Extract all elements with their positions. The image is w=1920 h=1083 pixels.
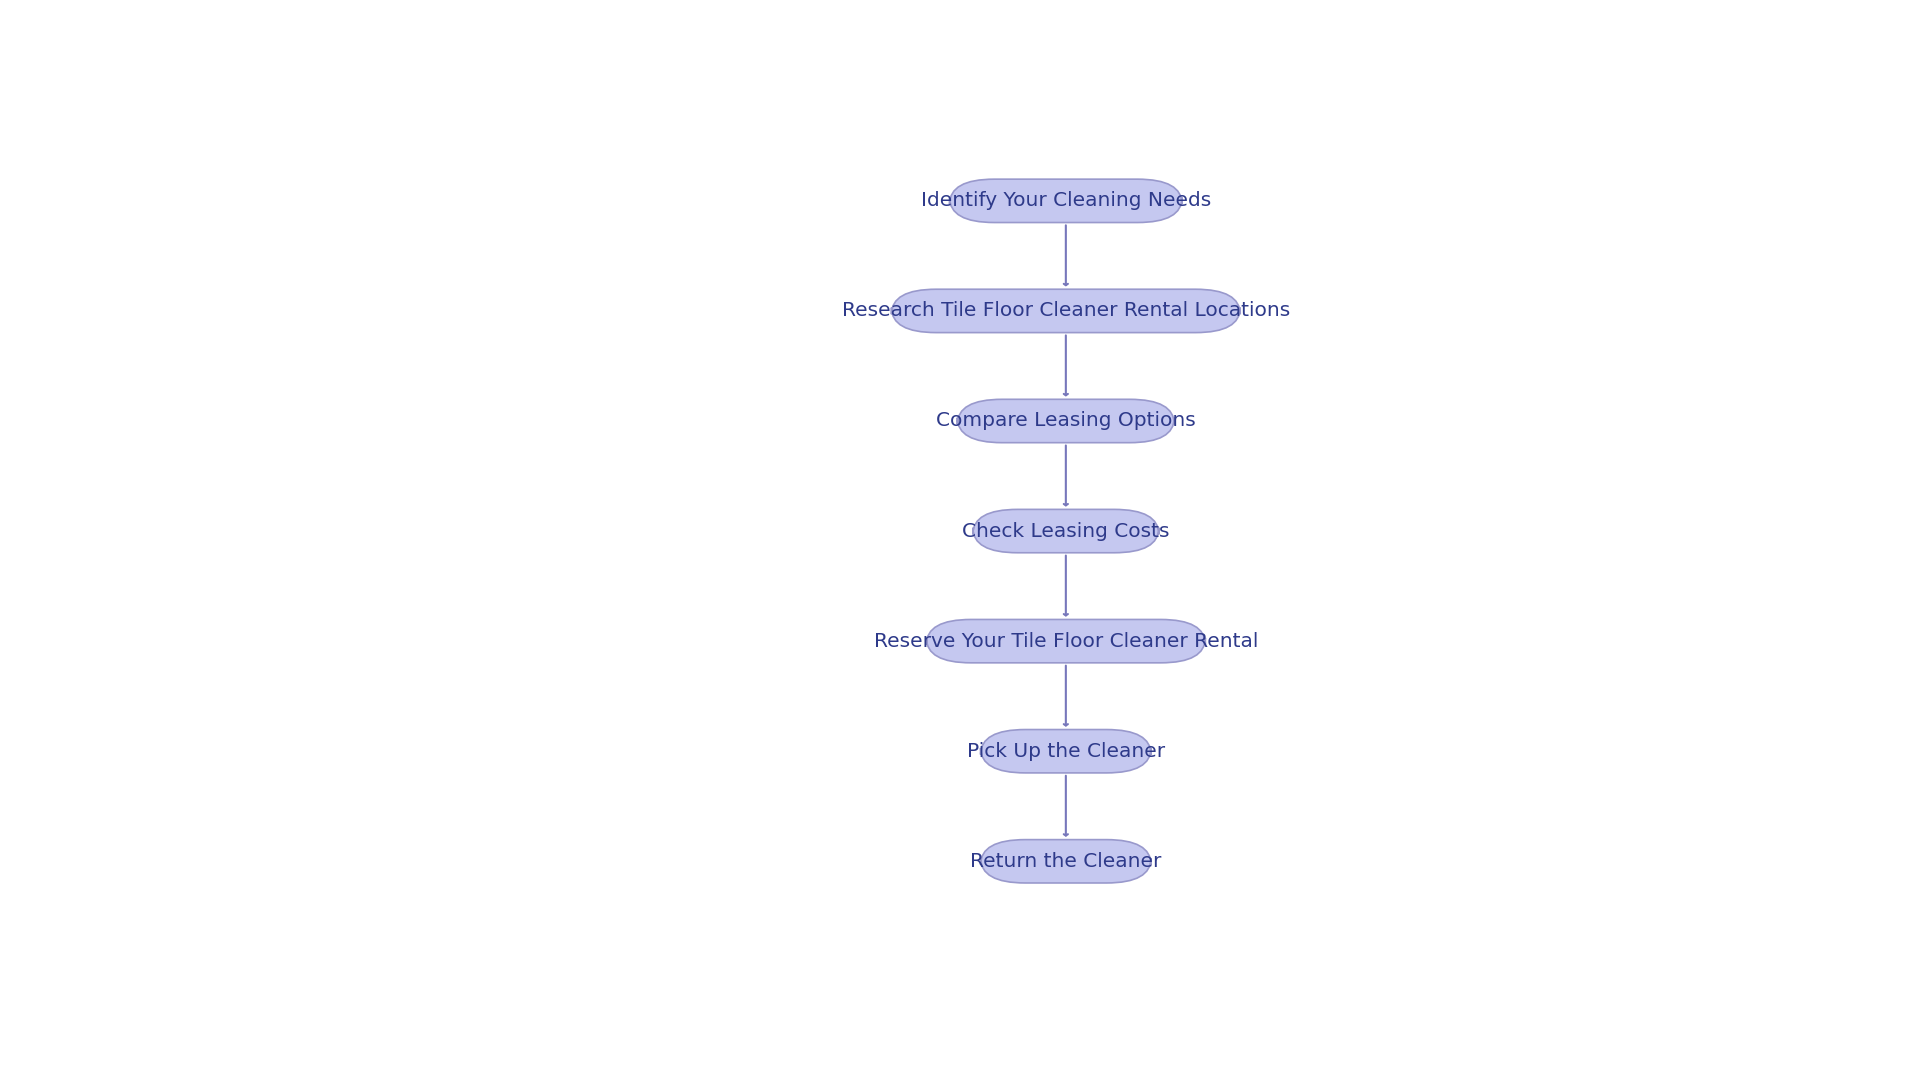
Text: Return the Cleaner: Return the Cleaner [970, 852, 1162, 871]
Text: Research Tile Floor Cleaner Rental Locations: Research Tile Floor Cleaner Rental Locat… [841, 301, 1290, 321]
Text: Pick Up the Cleaner: Pick Up the Cleaner [968, 742, 1165, 760]
Text: Reserve Your Tile Floor Cleaner Rental: Reserve Your Tile Floor Cleaner Rental [874, 631, 1258, 651]
FancyBboxPatch shape [973, 509, 1160, 552]
FancyBboxPatch shape [981, 839, 1152, 883]
FancyBboxPatch shape [950, 179, 1183, 222]
FancyBboxPatch shape [958, 400, 1175, 443]
FancyBboxPatch shape [925, 619, 1206, 663]
Text: Identify Your Cleaning Needs: Identify Your Cleaning Needs [922, 192, 1212, 210]
FancyBboxPatch shape [891, 289, 1240, 332]
Text: Check Leasing Costs: Check Leasing Costs [962, 522, 1169, 540]
Text: Compare Leasing Options: Compare Leasing Options [935, 412, 1196, 431]
FancyBboxPatch shape [981, 730, 1152, 773]
